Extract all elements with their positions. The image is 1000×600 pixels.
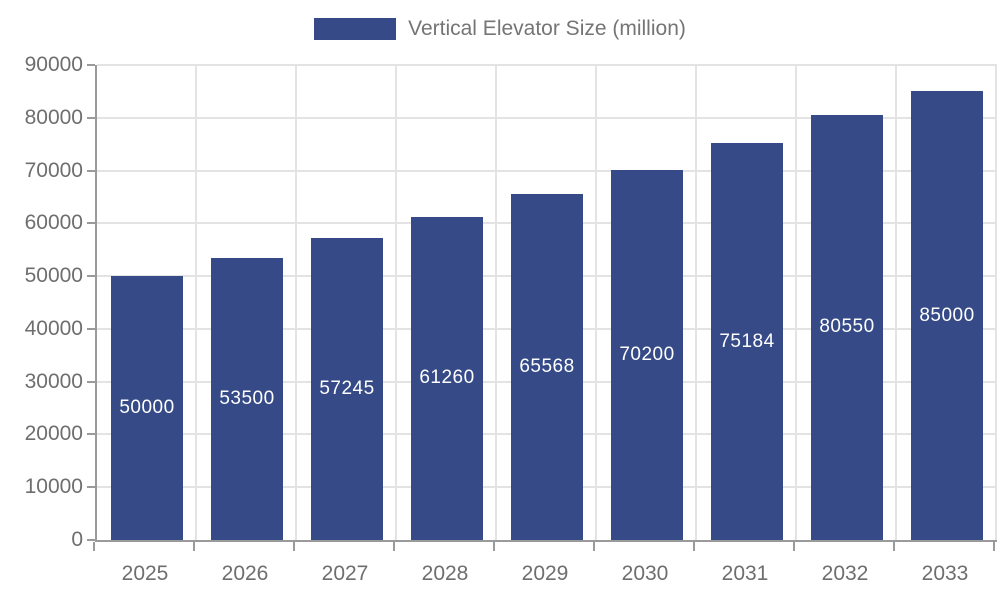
x-axis-tick-label: 2030 [621, 562, 669, 585]
gridline-vertical [895, 65, 897, 540]
y-axis-tick-mark [87, 169, 95, 172]
gridline-vertical [195, 65, 197, 540]
x-axis-tick-label: 2033 [921, 562, 969, 585]
gridline-vertical [295, 65, 297, 540]
gridline-vertical [695, 65, 697, 540]
y-axis-tick-mark [87, 275, 95, 278]
y-axis-tick-mark [87, 116, 95, 119]
gridline-vertical [795, 65, 797, 540]
bar-value-label: 57245 [319, 377, 375, 399]
y-axis-tick-mark [87, 539, 95, 541]
y-axis-tick-label: 0 [71, 528, 83, 551]
x-axis-tick-mark [293, 542, 295, 551]
bar-value-label: 75184 [719, 330, 775, 352]
y-axis-tick-mark [87, 64, 95, 66]
bar-2033[interactable]: 85000 [911, 91, 983, 540]
x-axis-tick-mark [393, 542, 395, 551]
bar-value-label: 65568 [519, 355, 575, 377]
bar-value-label: 80550 [819, 316, 875, 338]
y-axis-tick-label: 60000 [24, 211, 83, 235]
bar-value-label: 61260 [419, 367, 475, 389]
x-axis-tick-mark [893, 542, 895, 551]
y-axis-tick-mark [87, 380, 95, 383]
y-axis-tick-mark [87, 327, 95, 330]
y-axis-tick-label: 30000 [24, 369, 83, 393]
x-axis-tick-mark [193, 542, 195, 551]
y-axis-tick-label: 50000 [24, 264, 83, 288]
x-axis-tick-mark [493, 542, 495, 551]
bar-2032[interactable]: 80550 [811, 114, 883, 540]
gridline-horizontal [97, 169, 997, 172]
gridline-vertical [495, 65, 497, 540]
x-axis-tick-mark [993, 542, 995, 551]
y-axis-tick-label: 40000 [24, 316, 83, 340]
y-axis-tick-label: 20000 [24, 422, 83, 446]
legend-label: Vertical Elevator Size (million) [408, 17, 686, 40]
gridline-horizontal [97, 116, 997, 119]
bar-2030[interactable]: 70200 [611, 169, 683, 540]
y-axis-tick-label: 90000 [24, 53, 83, 76]
x-axis-tick-label: 2025 [121, 562, 169, 585]
bar-2025[interactable]: 50000 [111, 276, 183, 540]
x-axis-tick-mark [93, 542, 95, 551]
bar-2029[interactable]: 65568 [511, 193, 583, 540]
x-axis-tick-label: 2027 [321, 562, 369, 585]
x-axis-tick-mark [693, 542, 695, 551]
bar-value-label: 70200 [619, 343, 675, 365]
y-axis-tick-label: 70000 [24, 158, 83, 182]
x-axis-tick-label: 2028 [421, 562, 469, 585]
bar-value-label: 50000 [119, 397, 175, 419]
y-axis-tick-label: 80000 [24, 105, 83, 129]
x-axis-tick-label: 2029 [521, 562, 569, 585]
x-axis-tick-mark [793, 542, 795, 551]
bar-2031[interactable]: 75184 [711, 143, 783, 540]
legend[interactable]: Vertical Elevator Size (million) [0, 17, 1000, 41]
bar-2027[interactable]: 57245 [311, 237, 383, 540]
plot-area: 50000 53500 57245 61260 65568 70200 75184 80550… [95, 64, 997, 542]
bar-2028[interactable]: 61260 [411, 216, 483, 540]
x-axis-tick-label: 2031 [721, 562, 769, 585]
gridline-vertical [395, 65, 397, 540]
bar-2026[interactable]: 53500 [211, 257, 283, 540]
gridline-vertical [995, 65, 997, 540]
y-axis-tick-mark [87, 433, 95, 436]
x-axis-tick-label: 2032 [821, 562, 869, 585]
gridline-horizontal [97, 64, 997, 66]
legend-swatch-icon [314, 18, 397, 40]
y-axis-tick-label: 10000 [24, 475, 83, 499]
bar-value-label: 85000 [919, 304, 975, 326]
x-axis-tick-mark [593, 542, 595, 551]
y-axis-tick-mark [87, 222, 95, 225]
bar-value-label: 53500 [219, 387, 275, 409]
gridline-vertical [595, 65, 597, 540]
y-axis-tick-mark [87, 486, 95, 489]
x-axis-tick-label: 2026 [221, 562, 269, 585]
